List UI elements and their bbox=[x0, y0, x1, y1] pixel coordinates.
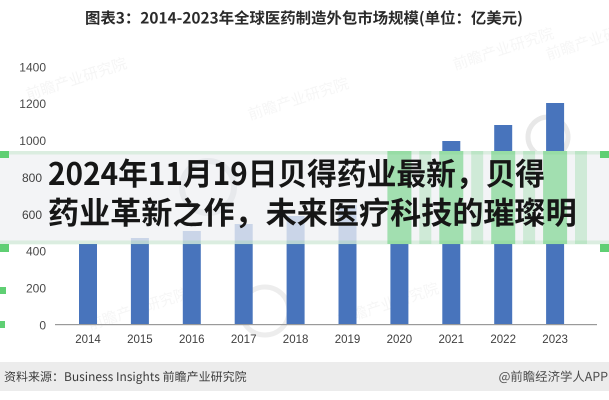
svg-text:0: 0 bbox=[39, 318, 46, 332]
svg-text:2018: 2018 bbox=[283, 334, 309, 346]
svg-text:1400: 1400 bbox=[19, 60, 46, 74]
svg-text:2016: 2016 bbox=[179, 334, 205, 346]
svg-text:400: 400 bbox=[26, 245, 46, 259]
svg-text:2022: 2022 bbox=[490, 334, 516, 346]
svg-text:2019: 2019 bbox=[335, 334, 361, 346]
svg-text:2014: 2014 bbox=[75, 334, 101, 346]
svg-text:2020: 2020 bbox=[387, 334, 413, 346]
svg-text:200: 200 bbox=[26, 281, 46, 295]
svg-text:2017: 2017 bbox=[231, 334, 257, 346]
svg-text:800: 800 bbox=[22, 171, 42, 185]
svg-text:2023: 2023 bbox=[542, 334, 568, 346]
svg-text:2015: 2015 bbox=[127, 334, 153, 346]
svg-text:2021: 2021 bbox=[439, 334, 465, 346]
svg-text:1000: 1000 bbox=[19, 134, 46, 148]
svg-text:600: 600 bbox=[22, 208, 42, 222]
svg-text:1200: 1200 bbox=[19, 97, 46, 111]
